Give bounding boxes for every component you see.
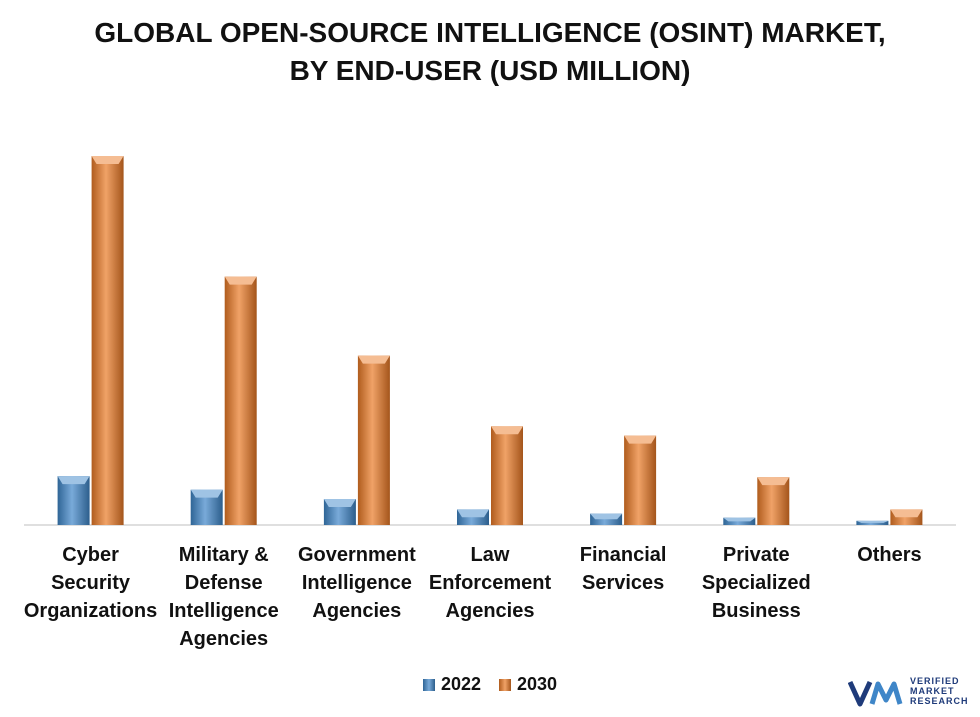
legend-label-2030: 2030 bbox=[517, 674, 558, 694]
category-label-0-line-1: Security bbox=[51, 572, 131, 594]
category-label-5-line-1: Specialized bbox=[701, 572, 811, 594]
bar-cap-2030-3 bbox=[491, 426, 523, 435]
legend: 2022 2030 bbox=[0, 674, 980, 695]
bar-cap-2030-0 bbox=[91, 155, 124, 164]
bar-2030-4 bbox=[624, 435, 657, 525]
logo-line-2: MARKET bbox=[910, 686, 955, 696]
category-label-5-line-2: Business bbox=[711, 600, 801, 622]
bar-cap-2030-2 bbox=[357, 355, 390, 364]
category-label-5-line-0: Private bbox=[722, 544, 790, 566]
category-label-2-line-0: Government bbox=[297, 544, 416, 566]
category-label-6: Others bbox=[819, 541, 959, 569]
category-label-3-line-2: Agencies bbox=[445, 600, 535, 622]
category-label-1-line-1: Defense bbox=[184, 572, 263, 594]
legend-swatch-2030 bbox=[499, 678, 511, 691]
category-label-5: Private Specialized Business bbox=[686, 541, 826, 625]
bar-cap-2022-1 bbox=[190, 489, 223, 498]
bar-2030-3 bbox=[491, 426, 523, 526]
bar-cap-2022-0 bbox=[57, 476, 90, 485]
chart-title-line-1: GLOBAL OPEN-SOURCE INTELLIGENCE (OSINT) … bbox=[94, 17, 886, 48]
category-label-3-line-0: Law bbox=[470, 544, 510, 566]
vmr-logo-icon bbox=[847, 680, 903, 707]
bar-2030-2 bbox=[357, 355, 390, 525]
bar-2022-0 bbox=[57, 476, 90, 525]
bar-cap-2022-6 bbox=[856, 520, 889, 523]
bar-cap-2030-6 bbox=[890, 509, 923, 518]
category-label-4: Financial Services bbox=[553, 541, 693, 597]
category-label-2-line-2: Agencies bbox=[312, 600, 402, 622]
legend-item-2030: 2030 bbox=[499, 674, 557, 695]
vmr-logo-text: VERIFIED MARKET RESEARCH bbox=[910, 676, 969, 706]
bar-2030-0 bbox=[91, 156, 124, 525]
vmr-logo: VERIFIED MARKET RESEARCH bbox=[847, 674, 976, 714]
legend-item-2022: 2022 bbox=[422, 674, 481, 695]
category-label-2: Government Intelligence Agencies bbox=[287, 541, 427, 625]
category-label-3: Law Enforcement Agencies bbox=[420, 541, 560, 625]
bar-cap-2030-5 bbox=[757, 477, 790, 486]
legend-label-2022: 2022 bbox=[440, 674, 481, 694]
bar-2030-1 bbox=[224, 276, 257, 525]
category-label-1-line-0: Military & bbox=[178, 544, 269, 566]
legend-swatch-2022 bbox=[422, 678, 435, 691]
bar-cap-2030-1 bbox=[224, 276, 257, 285]
chart-title: GLOBAL OPEN-SOURCE INTELLIGENCE (OSINT) … bbox=[0, 14, 980, 90]
category-label-2-line-1: Intelligence bbox=[301, 572, 412, 594]
category-label-1-line-2: Intelligence bbox=[168, 600, 279, 622]
category-label-1: Military & Defense Intelligence Agencies bbox=[154, 541, 294, 653]
bar-2022-4 bbox=[590, 513, 623, 525]
category-label-0-line-0: Cyber bbox=[62, 544, 119, 566]
category-label-6-line-0: Others bbox=[857, 544, 922, 566]
chart-title-line-2: BY END-USER (USD MILLION) bbox=[289, 55, 691, 86]
logo-line-3: RESEARCH bbox=[910, 696, 969, 706]
category-label-0: Cyber Security Organizations bbox=[21, 541, 161, 625]
bar-cap-2022-3 bbox=[457, 509, 489, 518]
bar-cap-2030-4 bbox=[624, 435, 657, 444]
category-label-0-line-2: Organizations bbox=[23, 600, 158, 622]
bar-cap-2022-4 bbox=[590, 513, 623, 520]
category-label-4-line-1: Services bbox=[581, 572, 665, 594]
bar-cap-2022-2 bbox=[323, 499, 356, 508]
logo-line-1: VERIFIED bbox=[910, 676, 960, 686]
category-label-3-line-1: Enforcement bbox=[428, 572, 552, 594]
category-label-1-line-3: Agencies bbox=[179, 628, 269, 650]
bar-cap-2022-5 bbox=[723, 517, 756, 522]
category-label-4-line-0: Financial bbox=[579, 544, 667, 566]
